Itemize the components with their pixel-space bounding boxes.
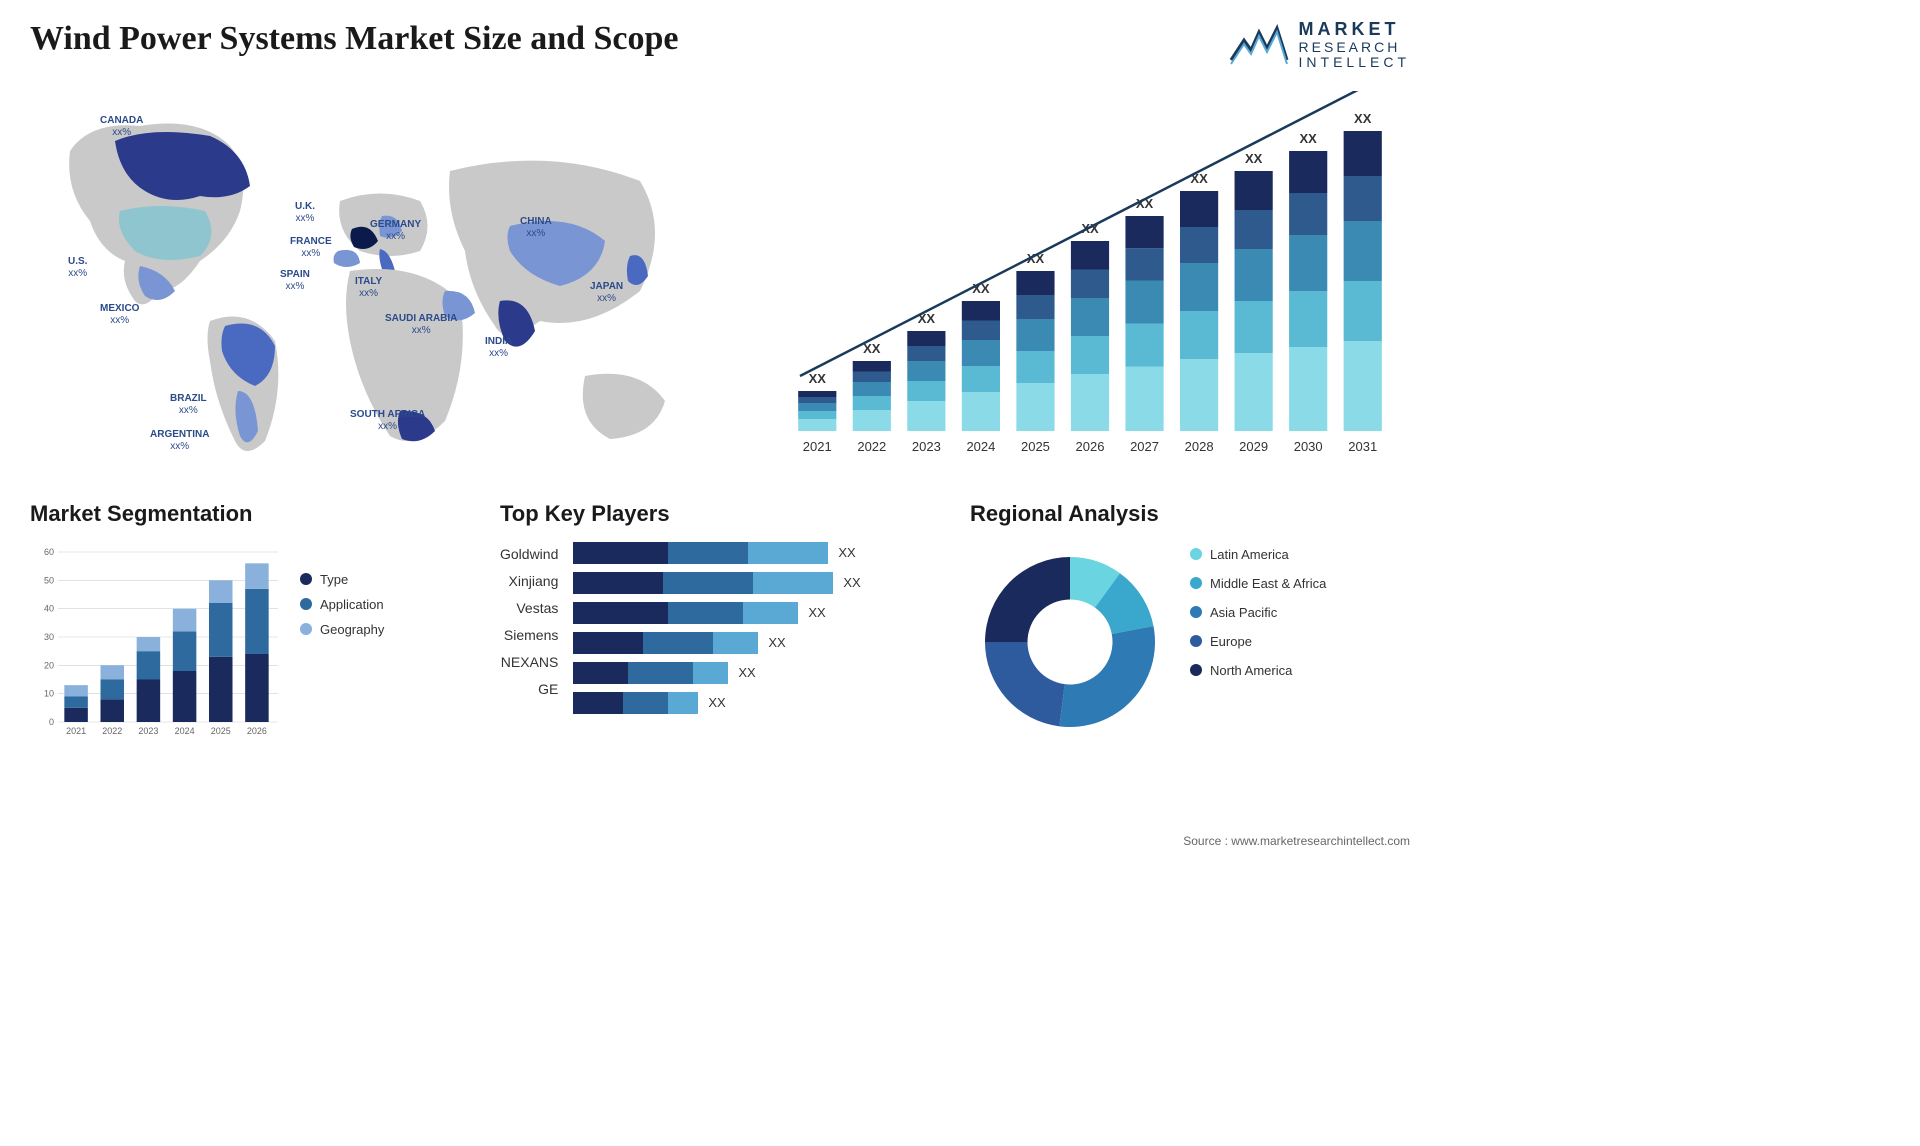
player-label-xinjiang: Xinjiang (500, 573, 558, 589)
logo-text-3: INTELLECT (1299, 55, 1410, 70)
player-bar-xinjiang: XX (573, 572, 860, 594)
player-bar-vestas: XX (573, 602, 860, 624)
region-legend-asia-pacific: Asia Pacific (1190, 605, 1326, 620)
world-map: CANADAxx% U.S.xx% MEXICOxx% BRAZILxx% ARGENT… (30, 91, 730, 471)
player-labels: Goldwind Xinjiang Vestas Siemens NEXANS GE (500, 542, 558, 714)
seg-legend-application: Application (300, 597, 384, 612)
svg-text:XX: XX (809, 371, 827, 386)
segmentation-title: Market Segmentation (30, 501, 470, 527)
svg-text:2028: 2028 (1185, 439, 1214, 454)
player-bar-goldwind: XX (573, 542, 860, 564)
svg-text:2027: 2027 (1130, 439, 1159, 454)
logo-text-1: MARKET (1299, 20, 1410, 40)
svg-text:2023: 2023 (138, 726, 158, 736)
svg-text:2024: 2024 (175, 726, 195, 736)
player-bar-ge: XX (573, 692, 860, 714)
svg-text:XX: XX (1354, 111, 1372, 126)
map-label-south-africa: SOUTH AFRICAxx% (350, 409, 425, 433)
svg-text:2026: 2026 (247, 726, 267, 736)
page-title: Wind Power Systems Market Size and Scope (30, 20, 679, 58)
map-label-argentina: ARGENTINAxx% (150, 429, 209, 453)
svg-text:2030: 2030 (1294, 439, 1323, 454)
player-bars-chart: XX XX XX XX XX XX (573, 542, 860, 714)
growth-bar-chart: XX2021XX2022XX2023XX2024XX2025XX2026XX20… (770, 91, 1410, 471)
logo-text-2: RESEARCH (1299, 40, 1410, 55)
svg-text:2021: 2021 (66, 726, 86, 736)
map-label-u.k.: U.K.xx% (295, 201, 315, 225)
brand-logo: MARKET RESEARCH INTELLECT (1229, 20, 1410, 71)
region-legend-north-america: North America (1190, 663, 1326, 678)
players-panel: Top Key Players Goldwind Xinjiang Vestas Si… (500, 501, 940, 742)
map-label-spain: SPAINxx% (280, 269, 310, 293)
svg-text:10: 10 (44, 688, 54, 698)
svg-text:50: 50 (44, 575, 54, 585)
svg-text:2026: 2026 (1076, 439, 1105, 454)
map-label-italy: ITALYxx% (355, 276, 382, 300)
regional-panel: Regional Analysis Latin America Middle Ea… (970, 501, 1410, 742)
player-bar-nexans: XX (573, 662, 860, 684)
svg-text:20: 20 (44, 660, 54, 670)
regional-donut-chart (970, 542, 1170, 742)
seg-legend-type: Type (300, 572, 384, 587)
map-label-mexico: MEXICOxx% (100, 303, 139, 327)
regional-title: Regional Analysis (970, 501, 1410, 527)
svg-text:60: 60 (44, 547, 54, 557)
regional-legend: Latin America Middle East & Africa Asia Pa… (1190, 542, 1326, 678)
svg-text:2025: 2025 (211, 726, 231, 736)
source-attribution: Source : www.marketresearchintellect.com (1183, 834, 1410, 848)
svg-text:2029: 2029 (1239, 439, 1268, 454)
svg-text:2025: 2025 (1021, 439, 1050, 454)
player-label-goldwind: Goldwind (500, 546, 558, 562)
svg-text:2031: 2031 (1348, 439, 1377, 454)
player-label-siemens: Siemens (500, 627, 558, 643)
svg-text:30: 30 (44, 632, 54, 642)
region-legend-europe: Europe (1190, 634, 1326, 649)
map-label-u.s.: U.S.xx% (68, 256, 87, 280)
map-label-china: CHINAxx% (520, 216, 552, 240)
map-label-india: INDIAxx% (485, 336, 512, 360)
player-label-nexans: NEXANS (500, 654, 558, 670)
map-label-france: FRANCExx% (290, 236, 332, 260)
map-label-germany: GERMANYxx% (370, 219, 421, 243)
players-title: Top Key Players (500, 501, 940, 527)
segmentation-panel: Market Segmentation 0 10 20 30 40 50 60 2021 202… (30, 501, 470, 742)
player-label-vestas: Vestas (500, 600, 558, 616)
svg-text:XX: XX (1245, 151, 1263, 166)
segmentation-chart: 0 10 20 30 40 50 60 2021 2022 2023 2024 2025 2026 (30, 542, 280, 742)
segmentation-legend: Type Application Geography (300, 542, 384, 742)
region-legend-latin-america: Latin America (1190, 547, 1326, 562)
svg-text:0: 0 (49, 717, 54, 727)
seg-legend-geography: Geography (300, 622, 384, 637)
map-label-japan: JAPANxx% (590, 281, 623, 305)
svg-text:2021: 2021 (803, 439, 832, 454)
svg-text:2022: 2022 (857, 439, 886, 454)
region-legend-middle-east-africa: Middle East & Africa (1190, 576, 1326, 591)
map-label-saudi-arabia: SAUDI ARABIAxx% (385, 313, 457, 337)
logo-icon (1229, 20, 1289, 70)
svg-text:40: 40 (44, 603, 54, 613)
svg-text:XX: XX (1300, 131, 1318, 146)
svg-text:2024: 2024 (966, 439, 995, 454)
map-label-brazil: BRAZILxx% (170, 393, 207, 417)
svg-text:2023: 2023 (912, 439, 941, 454)
svg-text:2022: 2022 (102, 726, 122, 736)
map-label-canada: CANADAxx% (100, 115, 143, 139)
player-label-ge: GE (500, 681, 558, 697)
player-bar-siemens: XX (573, 632, 860, 654)
